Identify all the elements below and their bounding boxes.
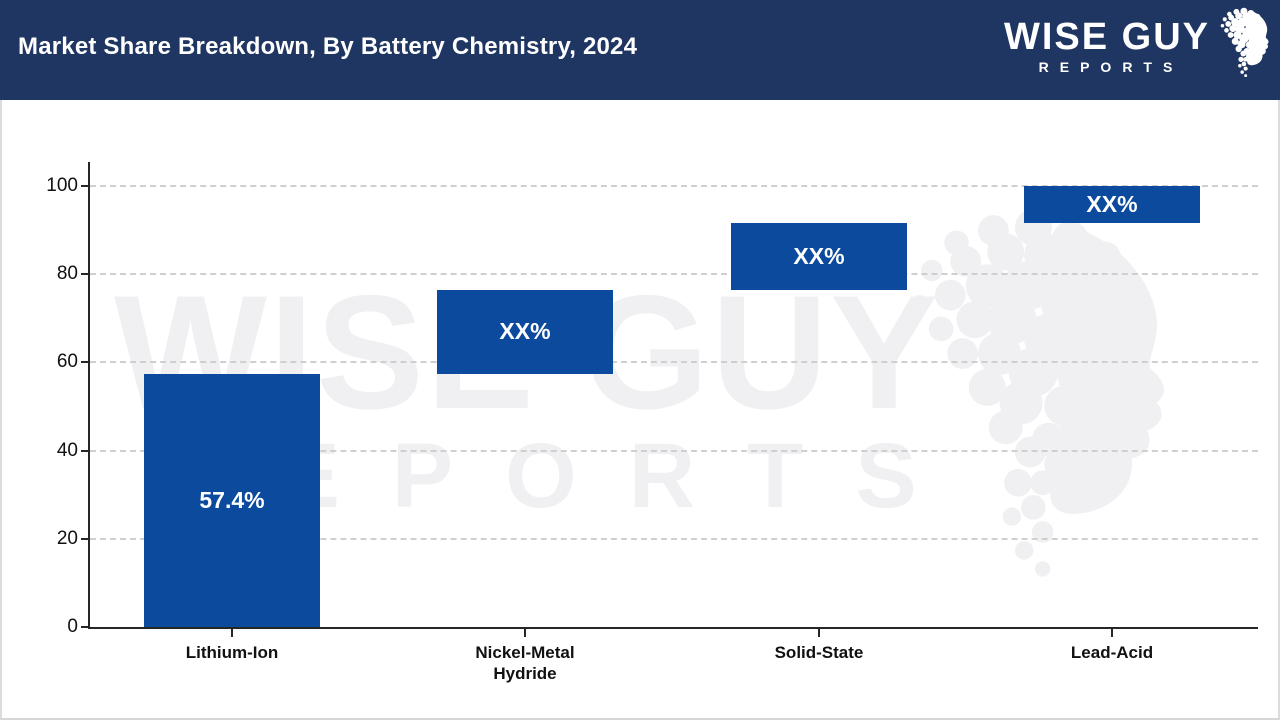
logo-wordmark: WISE GUY REPORTS bbox=[1004, 18, 1210, 74]
chart-title: Market Share Breakdown, By Battery Chemi… bbox=[18, 33, 638, 60]
x-axis-spine bbox=[88, 627, 1258, 629]
y-axis-tick-mark bbox=[81, 185, 89, 187]
y-axis-tick-mark bbox=[81, 361, 89, 364]
y-axis-tick-label: 20 bbox=[56, 527, 78, 549]
gridline-60 bbox=[90, 361, 1258, 364]
gridline-100 bbox=[90, 185, 1258, 187]
x-axis-tick-mark bbox=[231, 629, 233, 637]
chart-area: WISE GUY REPORTS 57.4% XX% XX% XX% 0 20 40 60 8… bbox=[0, 100, 1280, 720]
bar-value-label: XX% bbox=[1086, 191, 1138, 218]
y-axis-tick-label: 40 bbox=[56, 439, 78, 461]
bar-nickel-metal-hydride: XX% bbox=[437, 290, 613, 374]
y-axis-spine bbox=[88, 162, 90, 629]
x-axis-tick-mark bbox=[1111, 629, 1113, 637]
x-axis-label-lithium-ion: Lithium-Ion bbox=[185, 643, 279, 662]
gridline-20 bbox=[90, 537, 1258, 540]
wiseguy-head-icon bbox=[1212, 6, 1270, 86]
y-axis-tick-label: 80 bbox=[56, 263, 78, 285]
logo-wordmark-line2: REPORTS bbox=[1038, 59, 1184, 75]
header-bar: Market Share Breakdown, By Battery Chemi… bbox=[0, 0, 1280, 100]
x-axis-label-solid-state: Solid-State bbox=[774, 643, 864, 662]
x-axis-tick-mark bbox=[524, 629, 526, 637]
bar-lithium-ion: 57.4% bbox=[144, 373, 320, 627]
y-axis-tick-mark bbox=[81, 537, 89, 540]
bar-value-label: 57.4% bbox=[199, 486, 265, 513]
x-axis-tick-mark bbox=[818, 629, 820, 637]
y-axis-tick-label: 0 bbox=[67, 616, 78, 637]
wiseguy-logo: WISE GUY REPORTS bbox=[1004, 6, 1270, 86]
x-axis-label-nickel-metal-hydride: Nickel-Metal Hydride bbox=[475, 643, 575, 683]
x-axis-label-lead-acid: Lead-Acid bbox=[1070, 643, 1154, 662]
y-axis-tick-mark bbox=[81, 273, 89, 276]
y-axis-tick-label: 100 bbox=[46, 175, 78, 196]
bar-value-label: XX% bbox=[499, 318, 551, 345]
y-axis-tick-mark bbox=[81, 449, 89, 452]
y-axis-tick-label: 60 bbox=[56, 351, 78, 373]
logo-wordmark-line1: WISE GUY bbox=[1003, 16, 1210, 58]
y-axis-tick-mark bbox=[81, 626, 89, 628]
bar-value-label: XX% bbox=[793, 243, 845, 270]
gridline-40 bbox=[90, 449, 1258, 452]
bar-lead-acid: XX% bbox=[1024, 186, 1200, 224]
gridline-80 bbox=[90, 273, 1258, 276]
bar-solid-state: XX% bbox=[731, 223, 907, 291]
